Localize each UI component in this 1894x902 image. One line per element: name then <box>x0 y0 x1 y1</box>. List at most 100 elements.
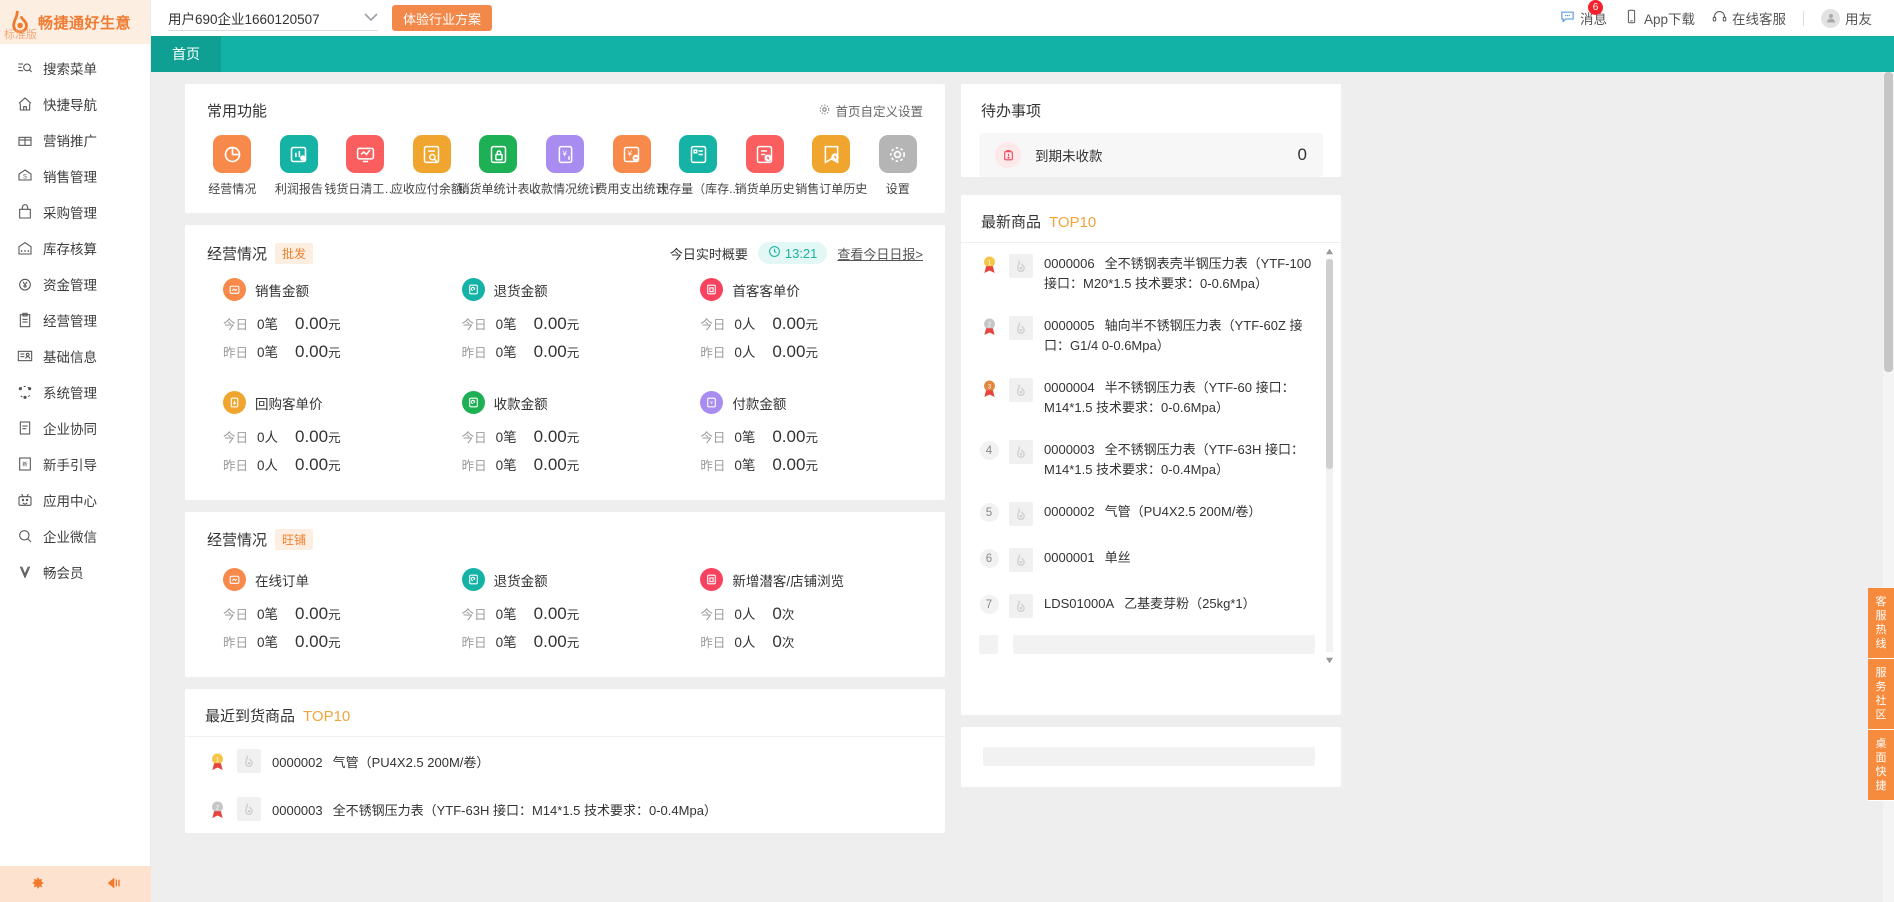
stat-line-count: 0人 <box>257 430 279 445</box>
scroll-up-icon[interactable] <box>1324 245 1334 257</box>
function-item-sales-statistics[interactable]: 销货单统计表... <box>457 135 539 197</box>
product-list-scrollbar[interactable] <box>1324 243 1334 668</box>
online-support-button[interactable]: 在线客服 <box>1712 8 1786 28</box>
sidebar-settings-button[interactable] <box>0 875 76 894</box>
stat-line-label: 昨日 <box>223 636 249 650</box>
stat-line-count: 0笔 <box>495 635 517 650</box>
stat-sales-amount[interactable]: 销售金额 今日 0笔 0.00元 昨日 0笔 0.00元 <box>207 278 446 369</box>
list-item[interactable]: 2 0000003 全不锈钢压力表（YTF-63H 接口：M14*1.5 技术要求… <box>185 785 945 833</box>
list-item[interactable]: 7 LDS01000A 乙基麦芽粉（25kg*1） <box>961 583 1341 629</box>
sidebar-item-system[interactable]: 系统管理 <box>0 374 150 410</box>
page-scrollbar-thumb[interactable] <box>1884 72 1893 372</box>
sidebar-item-app-center[interactable]: 应用中心 <box>0 482 150 518</box>
scrollbar-thumb[interactable] <box>1326 259 1333 469</box>
sidebar-item-vip[interactable]: 畅会员 <box>0 554 150 590</box>
product-placeholder-icon <box>1009 254 1033 278</box>
homepage-settings-button[interactable]: 首页自定义设置 <box>818 101 923 120</box>
stat-header: 销售金额 <box>207 278 446 301</box>
function-item-label: 经营情况 <box>208 182 257 196</box>
stat-online-orders[interactable]: 在线订单 今日 0笔 0.00元 昨日 0笔 0.00元 <box>207 568 446 659</box>
experience-solution-button[interactable]: 体验行业方案 <box>392 5 493 31</box>
list-item[interactable]: 5 0000002 气管（PU4X2.5 200M/卷） <box>961 491 1341 537</box>
list-item[interactable]: 1 0000006 全不锈钢表壳半钢压力表（YTF-100 接口：M20*1.5 … <box>961 243 1341 305</box>
list-item-text: LDS01000A 乙基麦芽粉（25kg*1） <box>1044 596 1256 611</box>
list-item-text: 0000003 全不锈钢压力表（YTF-63H 接口：M14*1.5 技术要求：0… <box>272 802 717 818</box>
stat-line-label: 昨日 <box>461 636 487 650</box>
messages-button[interactable]: 消息 6 <box>1560 0 1607 28</box>
sidebar-item-marketing[interactable]: 营销推广 <box>0 122 150 158</box>
sidebar-item-wechat-work[interactable]: 企业微信 <box>0 518 150 554</box>
function-item-daily-clearing[interactable]: 钱货日清工作台 <box>324 135 406 197</box>
stat-line-label: 昨日 <box>223 346 249 360</box>
brand-header: 畅捷通好生意 标准版 <box>0 0 150 44</box>
sidebar-item-label: 营销推广 <box>43 134 97 149</box>
chevron-down-icon <box>364 12 378 24</box>
online-support-label: 在线客服 <box>1732 12 1786 27</box>
function-item-profit-report[interactable]: 利润报告 <box>266 135 333 197</box>
view-daily-report-link[interactable]: 查看今日日报> <box>837 246 923 262</box>
sidebar-item-inventory[interactable]: 库存核算 <box>0 230 150 266</box>
scroll-down-icon[interactable] <box>1324 654 1334 666</box>
function-item-expense-statistics[interactable]: ¥ 费用支出统计 <box>596 135 668 197</box>
clipboard-icon <box>16 312 33 329</box>
stat-line-amount: 0.00元 <box>533 455 580 474</box>
stat-payment-amount[interactable]: ¥ 付款金额 今日 0笔 0.00元 昨日 0笔 <box>684 391 923 482</box>
stat-shop-return-amount[interactable]: 退货金额 今日 0笔 0.00元 昨日 0笔 0.00元 <box>446 568 685 659</box>
sidebar-item-operations[interactable]: 经营管理 <box>0 302 150 338</box>
stat-line-count: 0笔 <box>257 317 279 332</box>
todo-card: 待办事项 到期未收款 0 <box>961 84 1341 177</box>
sidebar-item-beginner-guide[interactable]: 新 新手引导 <box>0 446 150 482</box>
stat-line-amount: 0.00元 <box>533 314 580 333</box>
function-item-operations[interactable]: 经营情况 <box>199 135 266 197</box>
sidebar-item-purchase[interactable]: 采购管理 <box>0 194 150 230</box>
bottom-placeholder-card <box>961 727 1341 787</box>
stat-line-amount: 0次 <box>772 604 795 623</box>
function-item-stock-quantity[interactable]: 现存量（库存... <box>657 135 739 197</box>
stat-new-leads[interactable]: 新增潜客/店铺浏览 今日 0人 0次 昨日 0人 0次 <box>684 568 923 659</box>
function-item-sales-order-history[interactable]: 销货单历史 <box>731 135 798 197</box>
list-item[interactable]: 3 0000004 半不锈钢压力表（YTF-60 接口：M14*1.5 技术要求：… <box>961 367 1341 429</box>
app-download-button[interactable]: App下载 <box>1624 8 1695 28</box>
floating-button-service-community[interactable]: 服务 社区 <box>1868 659 1894 730</box>
function-item-settings[interactable]: 设置 <box>864 135 931 197</box>
sidebar-item-basic-info[interactable]: 基础信息 <box>0 338 150 374</box>
stat-repurchase-price[interactable]: 回购客单价 今日 0人 0.00元 昨日 0人 0.00元 <box>207 391 446 482</box>
function-item-receipt-statistics[interactable]: ¥ 收款情况统计 <box>529 135 601 197</box>
list-item[interactable]: 6 0000001 单丝 <box>961 537 1341 583</box>
page-scrollbar[interactable] <box>1883 72 1894 902</box>
floating-button-desktop-shortcut[interactable]: 桌面 快捷 <box>1868 730 1894 801</box>
sidebar-item-collaboration[interactable]: 企业协同 <box>0 410 150 446</box>
function-item-receivable-balance[interactable]: 应收应付余额... <box>391 135 473 197</box>
receipt-icon <box>461 391 485 414</box>
stat-return-amount[interactable]: 退货金额 今日 0笔 0.00元 昨日 0笔 0.00元 <box>446 278 685 369</box>
todo-item-overdue-receivable[interactable]: 到期未收款 0 <box>979 133 1323 177</box>
stat-name: 新增潜客/店铺浏览 <box>732 573 845 589</box>
stat-first-customer-price[interactable]: 首客客单价 今日 0人 0.00元 昨日 0人 0.00元 <box>684 278 923 369</box>
sidebar-item-sales[interactable]: S 销售管理 <box>0 158 150 194</box>
sidebar-collapse-button[interactable] <box>76 875 152 894</box>
stat-line-amount: 0.00元 <box>772 342 818 361</box>
user-menu[interactable]: 用友 <box>1821 8 1872 28</box>
list-item[interactable]: 4 0000003 全不锈钢压力表（YTF-63H 接口：M14*1.5 技术要求… <box>961 429 1341 491</box>
sidebar-item-search-menu[interactable]: 搜索菜单 <box>0 50 150 86</box>
stat-receipt-amount[interactable]: 收款金额 今日 0笔 0.00元 昨日 0笔 0.00元 <box>446 391 685 482</box>
brand-logo-icon <box>10 9 32 35</box>
list-item-text: 0000003 全不锈钢压力表（YTF-63H 接口：M14*1.5 技术要求：0… <box>1044 442 1304 477</box>
stat-name: 在线订单 <box>255 573 309 589</box>
function-item-order-history[interactable]: 销售订单历史 <box>795 135 867 197</box>
gear-icon <box>878 135 917 173</box>
company-select-value: 用户690企业1660120507 <box>168 11 320 27</box>
company-select[interactable]: 用户690企业1660120507 <box>168 5 378 31</box>
sidebar-item-quick-nav[interactable]: 快捷导航 <box>0 86 150 122</box>
sidebar-item-funds[interactable]: 资金管理 <box>0 266 150 302</box>
business-wholesale-title: 经营情况 <box>207 245 268 263</box>
stat-name: 回购客单价 <box>255 396 323 412</box>
stat-line-count: 0笔 <box>495 317 517 332</box>
todo-title: 待办事项 <box>981 103 1042 120</box>
list-item[interactable]: 2 0000005 轴向半不锈钢压力表（YTF-60Z 接口：G1/4 0-0.6… <box>961 305 1341 367</box>
list-item-text: 0000001 单丝 <box>1044 550 1131 565</box>
realtime-clock: 13:21 <box>757 242 828 264</box>
tab-home[interactable]: 首页 <box>151 36 221 72</box>
floating-button-support-hotline[interactable]: 客服 热线 <box>1868 588 1894 659</box>
list-item[interactable]: 1 0000002 气管（PU4X2.5 200M/卷） <box>185 737 945 785</box>
